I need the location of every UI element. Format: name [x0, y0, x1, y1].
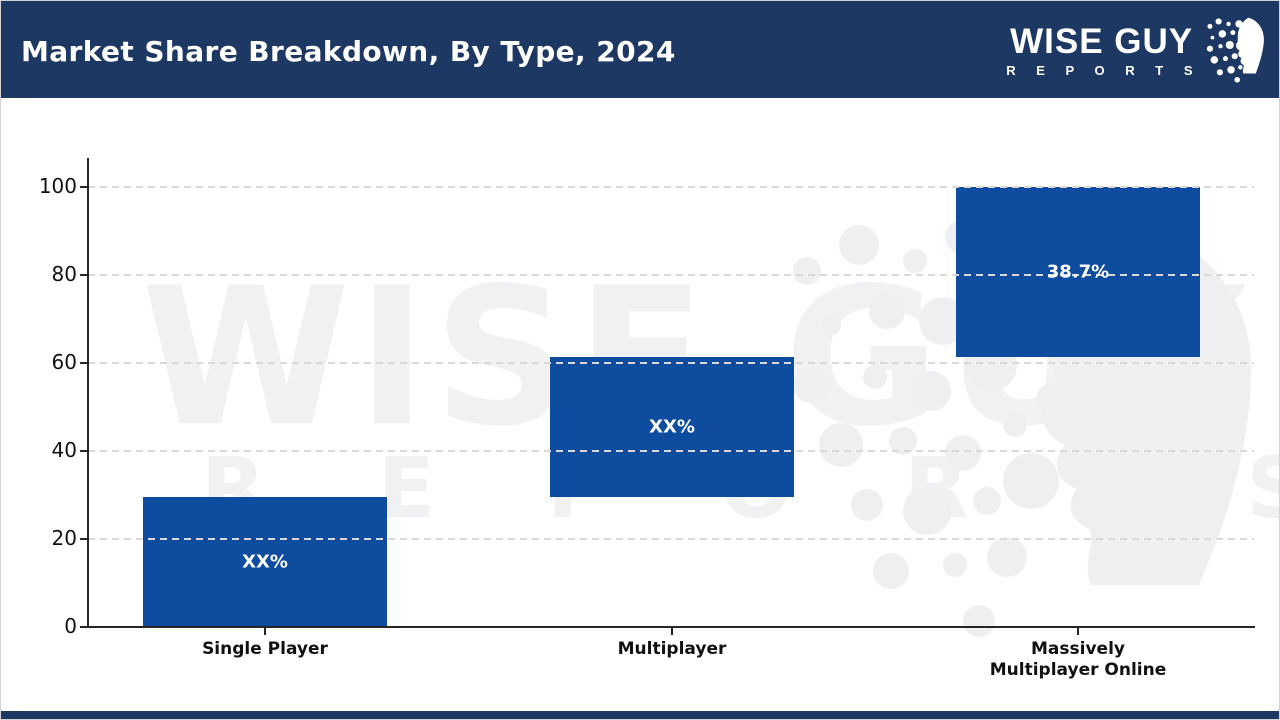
x-tick-mark-1: [671, 628, 673, 635]
y-tick-label-100: 100: [38, 174, 77, 198]
y-tick-label-0: 0: [64, 614, 77, 638]
bar-multiplayer: [550, 357, 794, 498]
page-title: Market Share Breakdown, By Type, 2024: [21, 35, 676, 68]
gridline-80: [88, 274, 1254, 276]
y-tick-mark-40: [80, 450, 88, 452]
y-tick-mark-100: [80, 186, 88, 188]
y-tick-label-40: 40: [51, 438, 77, 462]
gridline-40: [88, 450, 1254, 452]
wise-guy-reports-logo: WISE GUY R E P O R T S: [1006, 9, 1269, 91]
x-axis-line: [87, 626, 1255, 628]
y-tick-mark-80: [80, 274, 88, 276]
x-category-label-line: Massively: [1031, 639, 1125, 659]
bar-value-label: XX%: [242, 551, 288, 573]
y-tick-label-60: 60: [51, 350, 77, 374]
gridline-100: [88, 186, 1254, 188]
y-axis-line: [87, 158, 89, 628]
logo-wise-guy-label: WISE GUY: [1010, 22, 1194, 61]
x-category-label-2: Massively Multiplayer Online: [928, 639, 1228, 681]
bar-value-label: 38.7%: [1046, 261, 1110, 283]
y-tick-label-20: 20: [51, 526, 77, 550]
footer-bar: [1, 711, 1279, 719]
gridline-60: [88, 362, 1254, 364]
x-category-label-1: Multiplayer: [522, 639, 822, 660]
y-tick-mark-0: [80, 626, 88, 628]
x-category-label-line: Single Player: [202, 639, 328, 659]
bar-value-label: XX%: [649, 416, 695, 438]
logo-face-dots-icon: [1206, 17, 1264, 83]
y-tick-mark-20: [80, 538, 88, 540]
gridline-20: [88, 538, 1254, 540]
x-category-label-line: Multiplayer Online: [989, 660, 1167, 680]
x-tick-mark-2: [1077, 628, 1079, 635]
x-category-label-0: Single Player: [115, 639, 415, 660]
logo-text: WISE GUY R E P O R T S: [1002, 22, 1201, 79]
y-tick-mark-60: [80, 362, 88, 364]
x-tick-mark-0: [264, 628, 266, 635]
header-bar: Market Share Breakdown, By Type, 2024 WI…: [1, 1, 1279, 98]
bar-massively-multiplayer-online: [956, 187, 1200, 358]
logo-reports-label: R E P O R T S: [1006, 63, 1201, 78]
x-category-label-line: Multiplayer: [617, 639, 727, 659]
bar-single-player: [143, 497, 387, 627]
y-tick-label-80: 80: [51, 262, 77, 286]
